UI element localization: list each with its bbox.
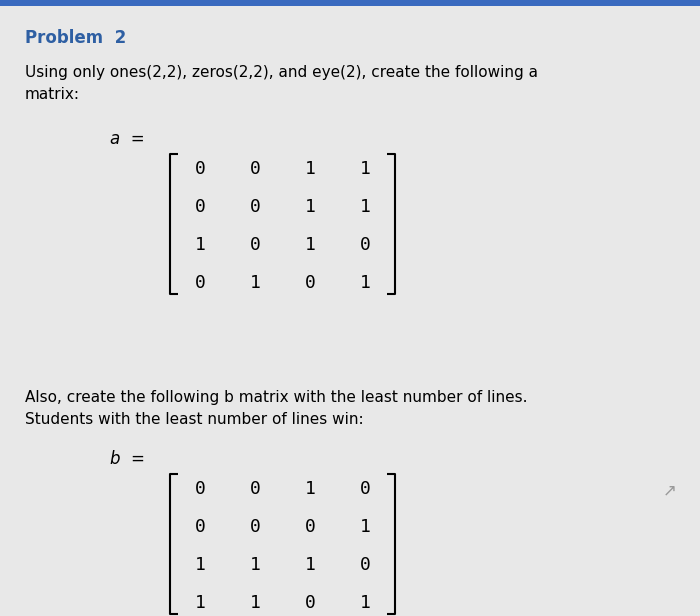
Text: 0: 0 — [195, 198, 205, 216]
Text: 1: 1 — [304, 480, 316, 498]
Text: 0: 0 — [360, 236, 370, 254]
Text: Problem  2: Problem 2 — [25, 29, 126, 47]
Text: 1: 1 — [304, 160, 316, 178]
Text: 0: 0 — [250, 160, 260, 178]
Text: 0: 0 — [360, 480, 370, 498]
Text: 1: 1 — [250, 274, 260, 292]
Text: ↗: ↗ — [663, 481, 677, 499]
Text: 0: 0 — [304, 594, 316, 612]
Text: 1: 1 — [304, 556, 316, 574]
Text: 1: 1 — [195, 594, 205, 612]
Text: a  =: a = — [110, 130, 145, 148]
Text: 0: 0 — [360, 556, 370, 574]
FancyBboxPatch shape — [0, 0, 700, 6]
Text: matrix:: matrix: — [25, 87, 80, 102]
Text: 0: 0 — [250, 518, 260, 536]
Text: 1: 1 — [360, 594, 370, 612]
Text: b  =: b = — [110, 450, 145, 468]
Text: 0: 0 — [250, 480, 260, 498]
Text: 1: 1 — [250, 556, 260, 574]
Text: Also, create the following b matrix with the least number of lines.: Also, create the following b matrix with… — [25, 390, 528, 405]
Text: 0: 0 — [250, 236, 260, 254]
Text: 0: 0 — [195, 274, 205, 292]
Text: 0: 0 — [304, 518, 316, 536]
Text: 1: 1 — [360, 160, 370, 178]
Text: 1: 1 — [360, 198, 370, 216]
Text: 1: 1 — [304, 198, 316, 216]
Text: Using only ones(2,2), zeros(2,2), and eye(2), create the following a: Using only ones(2,2), zeros(2,2), and ey… — [25, 65, 538, 80]
Text: 1: 1 — [360, 274, 370, 292]
Text: 0: 0 — [304, 274, 316, 292]
Text: 0: 0 — [195, 518, 205, 536]
Text: 1: 1 — [360, 518, 370, 536]
Text: 0: 0 — [195, 160, 205, 178]
Text: 0: 0 — [250, 198, 260, 216]
Text: 1: 1 — [304, 236, 316, 254]
Text: Students with the least number of lines win:: Students with the least number of lines … — [25, 412, 363, 427]
Text: 0: 0 — [195, 480, 205, 498]
Text: 1: 1 — [195, 556, 205, 574]
Text: 1: 1 — [195, 236, 205, 254]
Text: 1: 1 — [250, 594, 260, 612]
